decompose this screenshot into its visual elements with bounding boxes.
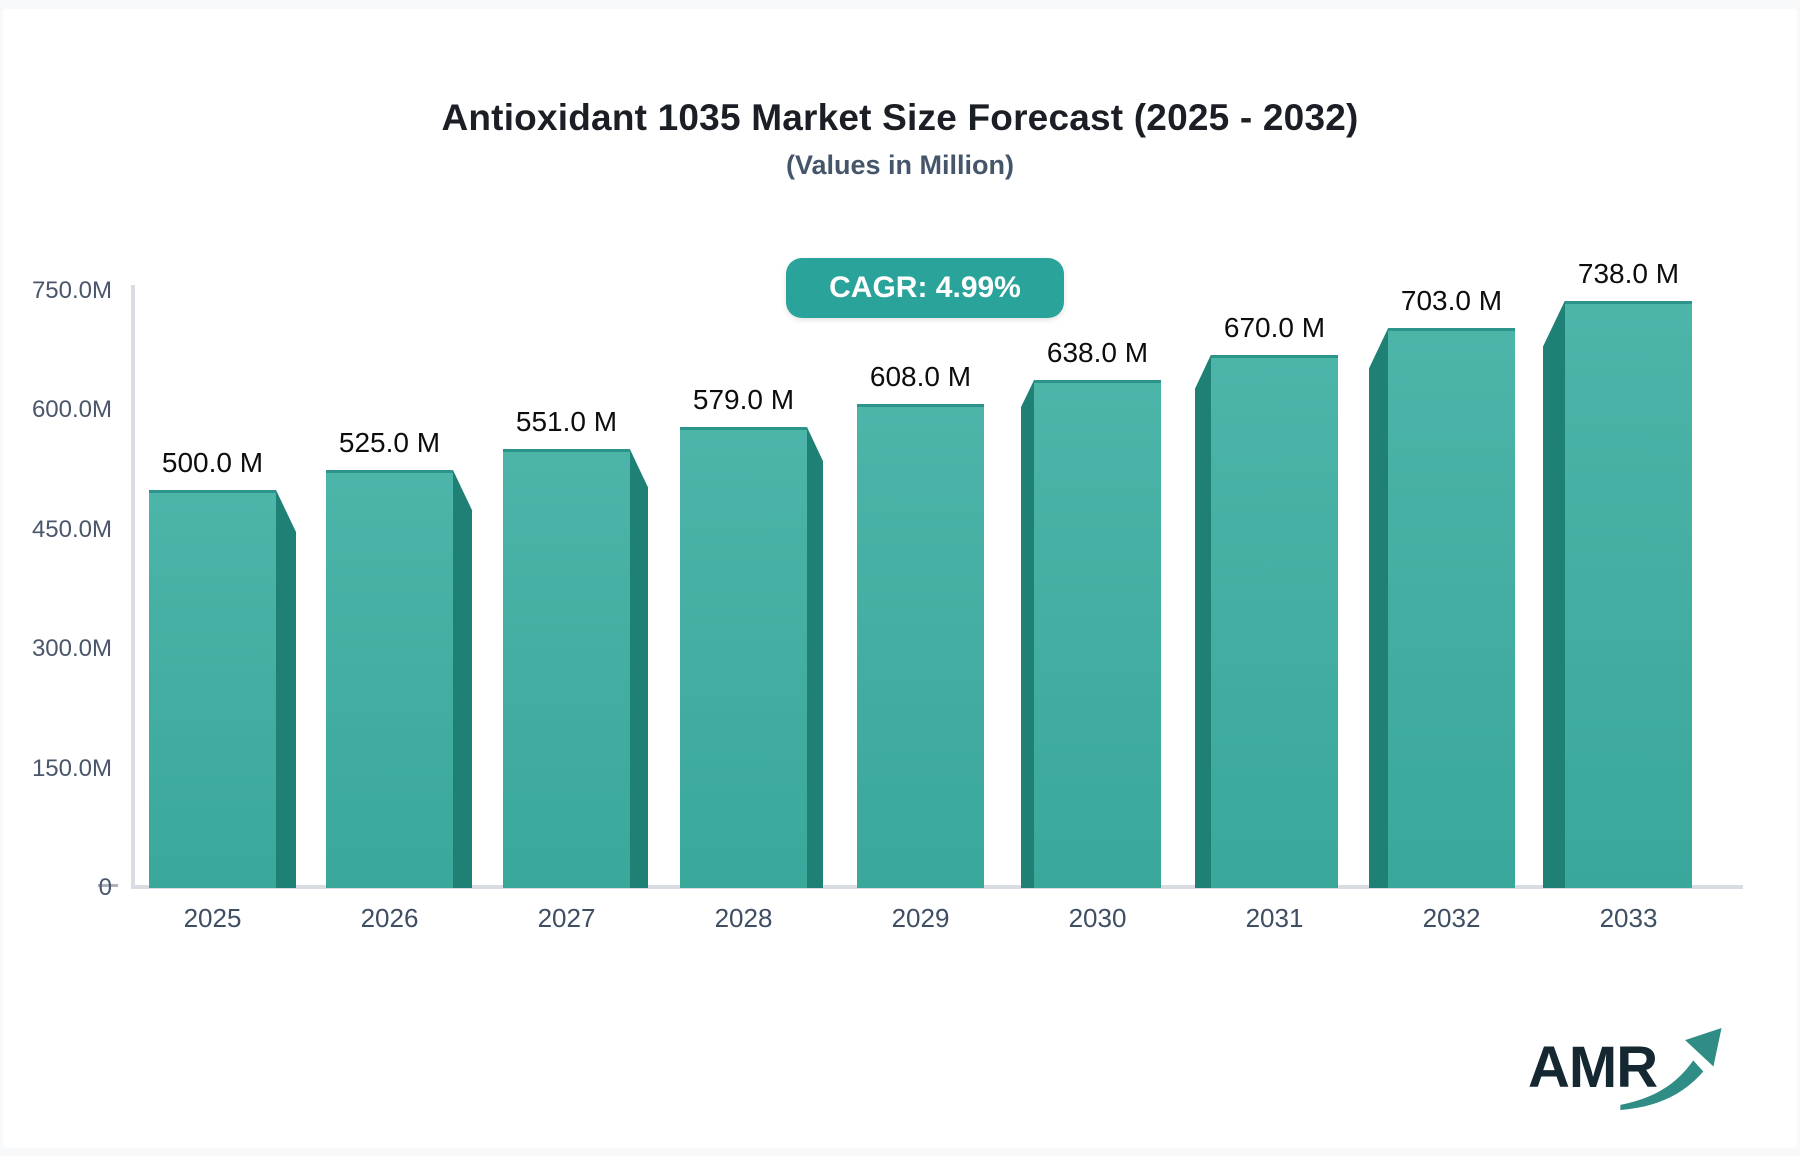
- bar-value-label: 608.0 M: [869, 361, 972, 393]
- bar-2029: [857, 404, 984, 888]
- bar-2030: [1034, 380, 1161, 888]
- zero-tick-mark: [98, 884, 118, 887]
- bar-side-face: [453, 470, 472, 888]
- bar-side-face: [1021, 380, 1034, 888]
- bar-2033: [1565, 300, 1692, 888]
- bar-side-face: [1543, 300, 1565, 888]
- x-axis-tick-label: 2031: [1245, 903, 1304, 933]
- growth-arrow-icon: [1620, 1028, 1722, 1110]
- x-axis-tick-label: 2033: [1599, 903, 1658, 933]
- cagr-badge: CAGR: 4.99%: [786, 258, 1064, 318]
- cagr-badge-label: CAGR: 4.99%: [829, 271, 1021, 304]
- y-axis-tick-label: 300.0M: [31, 635, 112, 663]
- x-axis-tick-label: 2030: [1068, 903, 1127, 933]
- bar-value-label: 670.0 M: [1223, 311, 1326, 343]
- y-axis-tick-label: 450.0M: [31, 515, 112, 543]
- x-axis-tick-label: 2026: [360, 903, 419, 933]
- bar-2027: [503, 449, 630, 888]
- bar-side-face: [276, 490, 296, 888]
- x-axis-tick-label: 2028: [714, 903, 773, 933]
- x-axis-tick-label: 2029: [891, 903, 950, 933]
- y-axis-tick-label: 600.0M: [31, 396, 112, 424]
- x-axis-tick-label: 2032: [1422, 903, 1481, 933]
- bar-value-label: 525.0 M: [338, 427, 441, 459]
- bar-2026: [326, 470, 453, 888]
- bar-2025: [149, 490, 276, 888]
- amr-logo-text: AMR: [1528, 1035, 1658, 1100]
- bar-2031: [1211, 354, 1338, 888]
- bar-value-label: 500.0 M: [161, 447, 264, 478]
- bar-2028: [680, 427, 807, 888]
- bar-side-face: [1195, 354, 1211, 888]
- amr-logo: AMR: [1528, 1026, 1738, 1122]
- bar-2032: [1388, 328, 1515, 888]
- x-axis-tick-label: 2025: [183, 903, 242, 933]
- bar-value-label: 738.0 M: [1577, 257, 1680, 289]
- bar-side-face: [1369, 328, 1388, 888]
- bar-value-label: 638.0 M: [1046, 337, 1149, 369]
- bar-value-label: 703.0 M: [1400, 285, 1503, 317]
- x-axis-tick-label: 2027: [537, 903, 596, 933]
- bar-side-face: [807, 427, 823, 888]
- chart-subtitle: (Values in Million): [785, 150, 1015, 180]
- bar-value-label: 551.0 M: [515, 406, 618, 438]
- chart-title: Antioxidant 1035 Market Size Forecast (2…: [441, 97, 1359, 138]
- bar-side-face: [630, 449, 648, 888]
- y-axis-tick-label: 150.0M: [31, 754, 112, 782]
- bar-value-label: 579.0 M: [692, 384, 795, 416]
- y-axis-line: [131, 285, 135, 889]
- y-axis-tick-label: 0: [98, 874, 112, 901]
- y-axis-tick-label: 750.0M: [31, 277, 112, 304]
